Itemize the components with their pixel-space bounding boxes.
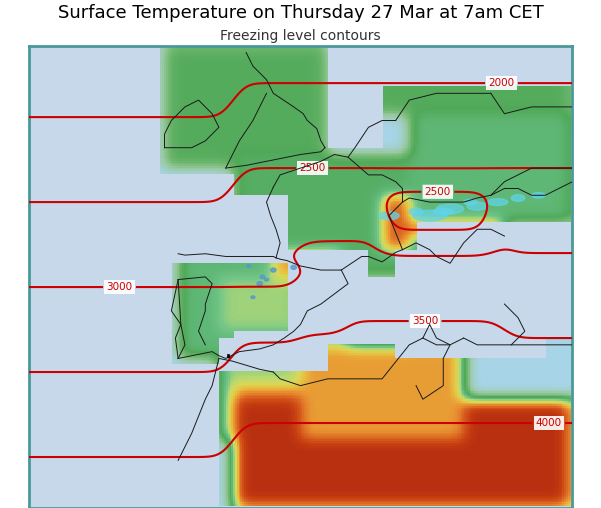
Ellipse shape xyxy=(463,199,477,205)
Text: 3500: 3500 xyxy=(412,316,438,326)
Ellipse shape xyxy=(487,199,508,205)
Ellipse shape xyxy=(260,275,265,278)
Text: Surface Temperature on Thursday 27 Mar at 7am CET: Surface Temperature on Thursday 27 Mar a… xyxy=(58,4,543,22)
Text: 2500: 2500 xyxy=(299,163,326,173)
Ellipse shape xyxy=(379,212,399,220)
Ellipse shape xyxy=(413,210,447,221)
Ellipse shape xyxy=(247,265,251,267)
Ellipse shape xyxy=(257,281,263,285)
Text: 4000: 4000 xyxy=(535,418,562,428)
Text: 2500: 2500 xyxy=(425,187,451,197)
Ellipse shape xyxy=(511,195,525,201)
Ellipse shape xyxy=(433,208,454,215)
Ellipse shape xyxy=(251,296,255,299)
Text: Freezing level contours: Freezing level contours xyxy=(220,28,381,43)
Ellipse shape xyxy=(264,278,269,281)
Ellipse shape xyxy=(270,268,276,272)
Ellipse shape xyxy=(291,265,296,269)
Text: 2000: 2000 xyxy=(489,78,514,88)
Ellipse shape xyxy=(532,193,545,198)
Ellipse shape xyxy=(467,202,487,210)
Text: 3000: 3000 xyxy=(106,282,133,292)
Ellipse shape xyxy=(409,208,423,215)
Ellipse shape xyxy=(436,204,463,214)
